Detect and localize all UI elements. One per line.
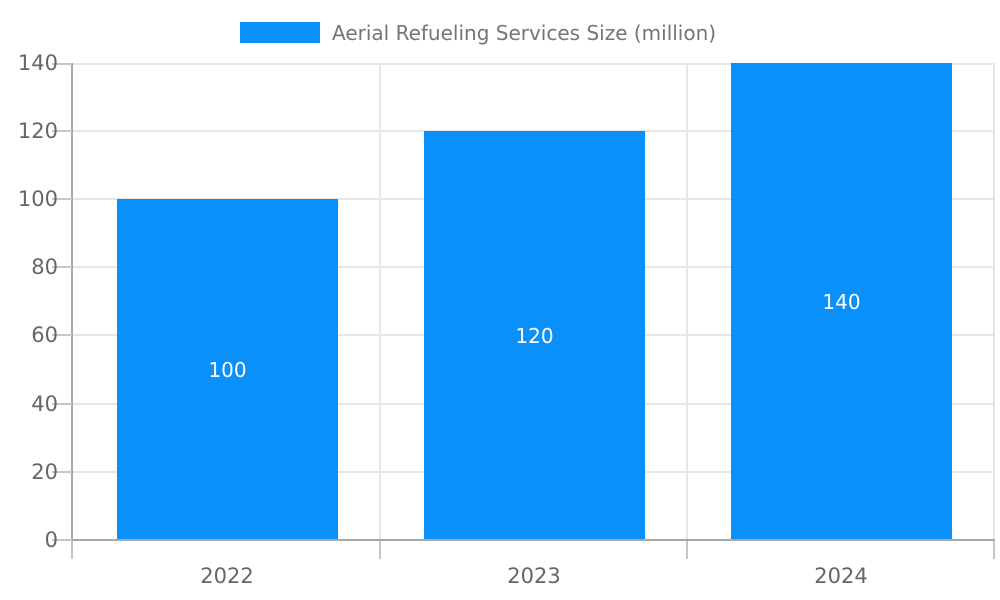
y-tick-140 xyxy=(52,63,72,65)
x-axis-line xyxy=(52,539,995,541)
y-tick-80 xyxy=(52,266,72,268)
data-label-2024: 140 xyxy=(822,290,861,314)
legend-swatch-icon xyxy=(240,22,320,43)
x-tick-boundary-2 xyxy=(686,541,688,559)
bar-2022 xyxy=(117,199,338,540)
y-tick-0 xyxy=(52,539,72,541)
y-tick-40 xyxy=(52,403,72,405)
x-tick-boundary-1 xyxy=(379,541,381,559)
data-label-2022: 100 xyxy=(208,358,247,382)
y-tick-60 xyxy=(52,334,72,336)
y-tick-label-80: 80 xyxy=(31,255,58,279)
bar-2024 xyxy=(731,63,952,540)
y-tick-label-20: 20 xyxy=(31,460,58,484)
x-tick-label-2022: 2022 xyxy=(200,564,254,588)
y-tick-label-100: 100 xyxy=(17,187,58,211)
y-tick-label-40: 40 xyxy=(31,392,58,416)
gridline-x-boundary-1 xyxy=(379,63,381,540)
y-tick-120 xyxy=(52,130,72,132)
bar-2023 xyxy=(424,131,645,540)
x-tick-left xyxy=(71,541,73,559)
x-tick-label-2023: 2023 xyxy=(507,564,561,588)
y-tick-100 xyxy=(52,198,72,200)
x-tick-label-2024: 2024 xyxy=(814,564,868,588)
y-tick-20 xyxy=(52,471,72,473)
data-label-2023: 120 xyxy=(515,324,554,348)
y-axis-line xyxy=(71,63,73,540)
y-tick-label-60: 60 xyxy=(31,323,58,347)
x-tick-right xyxy=(993,541,995,559)
gridline-x-boundary-2 xyxy=(686,63,688,540)
legend-label: Aerial Refueling Services Size (million) xyxy=(332,21,717,45)
gridline-y-140 xyxy=(73,63,995,65)
y-tick-label-120: 120 xyxy=(17,119,58,143)
y-tick-label-0: 0 xyxy=(44,528,58,552)
y-tick-label-140: 140 xyxy=(17,51,58,75)
gridline-x-right-edge xyxy=(993,63,995,540)
